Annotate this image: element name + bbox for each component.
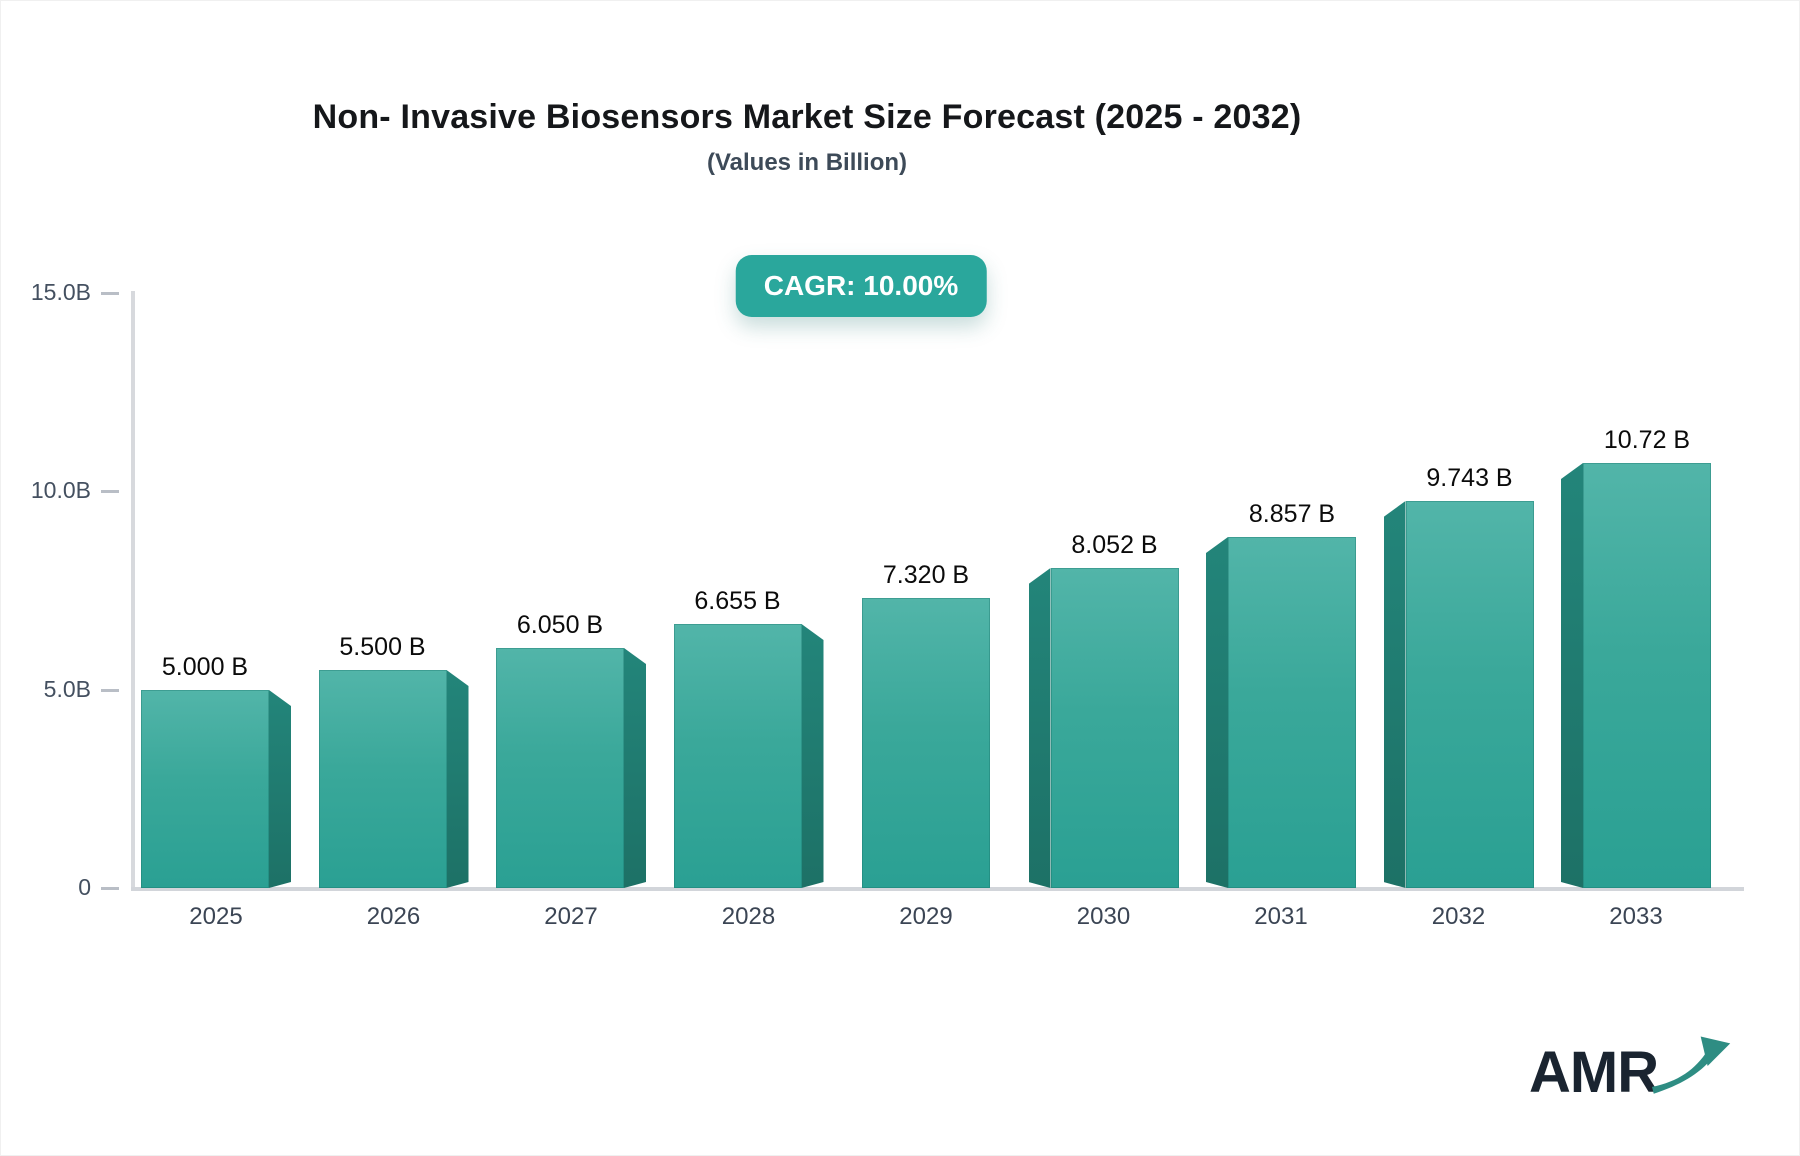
y-tick-label: 5.0B [43, 675, 91, 702]
bar-side-face [1206, 537, 1228, 888]
y-tick-label: 10.0B [30, 477, 91, 504]
x-tick-label: 2025 [189, 903, 243, 930]
bar-side-face [802, 624, 824, 888]
bar-value-label: 6.655 B [694, 587, 781, 615]
bar-value-label: 8.857 B [1248, 500, 1336, 528]
x-tick-label: 2030 [1076, 903, 1131, 930]
y-tick-mark [101, 490, 119, 494]
bar [1405, 501, 1534, 888]
x-tick-label: 2031 [1254, 903, 1308, 930]
bar-value-label: 5.000 B [161, 653, 249, 681]
y-tick-label: 0 [78, 874, 91, 900]
x-tick-label: 2026 [366, 903, 421, 930]
amr-logo: AMR [1529, 1031, 1739, 1115]
y-tick-label: 15.0B [30, 278, 91, 305]
bar [141, 690, 269, 888]
x-tick-label: 2032 [1431, 903, 1486, 930]
bar-side-face [624, 648, 646, 888]
bar-value-label: 6.050 B [516, 611, 604, 639]
x-tick-label: 2029 [899, 903, 953, 930]
bar-side-face [1384, 501, 1406, 888]
bar [1583, 463, 1711, 888]
x-tick-label: 2028 [721, 903, 776, 930]
bar-side-face [1029, 568, 1051, 888]
chart-subtitle: (Values in Billion) [706, 149, 908, 176]
x-axis-line [131, 887, 1744, 891]
bar-side-face [1561, 463, 1583, 888]
x-tick-label: 2033 [1609, 903, 1663, 930]
y-axis-line [131, 291, 135, 889]
bar-side-face [269, 690, 291, 888]
bar [318, 670, 447, 888]
y-tick-mark [101, 688, 119, 692]
bar-value-label: 8.052 B [1071, 531, 1158, 559]
bar [1050, 568, 1179, 888]
chart-title: Non- Invasive Biosensors Market Size For… [312, 98, 1302, 136]
bar [496, 648, 624, 888]
bar-value-label: 7.320 B [882, 561, 970, 589]
x-tick-label: 2027 [544, 903, 598, 930]
bar [1228, 537, 1356, 888]
growth-arrow-icon [1652, 1036, 1731, 1094]
bar-value-label: 9.743 B [1426, 464, 1513, 492]
bar [673, 624, 802, 888]
amr-logo-text: AMR [1529, 1040, 1659, 1105]
y-tick-mark [101, 887, 119, 890]
y-tick-mark [101, 291, 119, 295]
bar-value-label: 5.500 B [339, 633, 426, 661]
bar [862, 598, 990, 888]
cagr-badge: CAGR: 10.00% [735, 255, 987, 317]
bar-side-face [447, 670, 469, 888]
bar-value-label: 10.72 B [1603, 426, 1691, 454]
